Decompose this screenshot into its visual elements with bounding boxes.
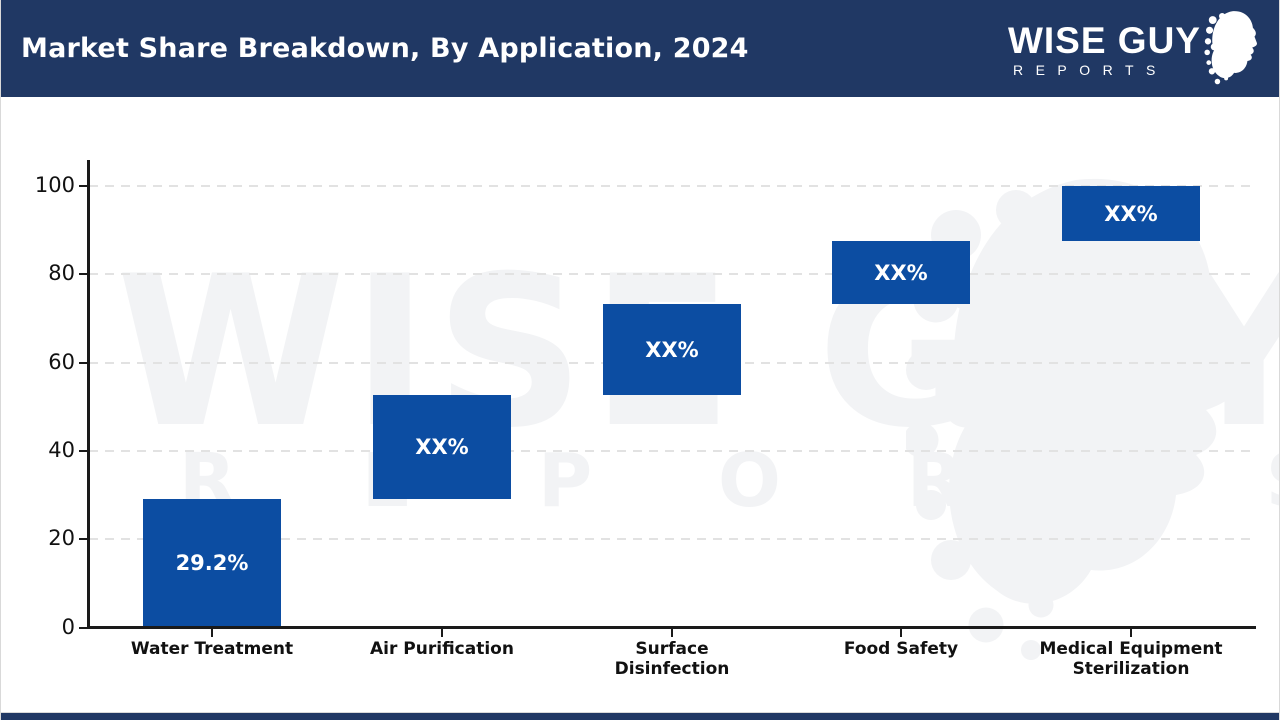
bar-value-label: XX% — [1104, 201, 1158, 226]
footer-bar — [1, 713, 1279, 720]
x-tick-mark-1 — [441, 629, 443, 637]
x-axis-label-4: Medical Equipment Sterilization — [1039, 639, 1223, 679]
y-tick-mark-40 — [79, 449, 87, 452]
bar-water-treatment: 29.2% — [143, 498, 281, 628]
x-axis-line — [87, 626, 1256, 629]
x-axis-label-0: Water Treatment — [130, 639, 294, 659]
y-tick-label-40: 40 — [48, 437, 75, 462]
y-tick-label-100: 100 — [34, 173, 75, 197]
logo-wiseguy-label: WISE GUY — [1007, 20, 1201, 61]
bar-food-safety: XX% — [832, 241, 970, 305]
x-tick-mark-3 — [900, 629, 902, 637]
y-tick-mark-0 — [79, 626, 87, 629]
logo-text: WISE GUY REPORTS — [1008, 21, 1201, 79]
logo-head-icon — [1204, 11, 1257, 85]
bar-air-purification: XX% — [373, 395, 511, 499]
y-tick-mark-60 — [79, 361, 87, 364]
x-axis-label-2: Surface Disinfection — [614, 639, 730, 679]
y-tick-label-20: 20 — [48, 526, 75, 551]
bar-surface-disinfection: XX% — [603, 304, 741, 396]
x-axis-label-1: Air Purification — [370, 639, 514, 659]
gridline-y-80 — [89, 273, 1256, 276]
header-bar: Market Share Breakdown, By Application, … — [1, 0, 1279, 97]
wiseguy-logo: WISE GUY REPORTS — [1008, 6, 1265, 94]
chart-title: Market Share Breakdown, By Application, … — [21, 33, 749, 64]
y-tick-label-80: 80 — [48, 261, 75, 286]
x-tick-mark-0 — [211, 629, 213, 637]
bar-medical-equipment-sterilization: XX% — [1062, 186, 1200, 242]
gridline-y-20 — [89, 538, 1256, 541]
x-tick-mark-2 — [671, 629, 673, 637]
gridline-y-100 — [89, 185, 1256, 187]
bar-value-label: XX% — [415, 434, 469, 459]
y-tick-label-60: 60 — [48, 349, 75, 374]
x-tick-mark-4 — [1130, 629, 1132, 637]
bar-value-label: XX% — [645, 337, 699, 362]
bar-value-label: 29.2% — [175, 551, 249, 576]
y-tick-mark-100 — [79, 185, 87, 187]
footer-hairline — [1, 712, 1279, 713]
y-axis-line — [87, 160, 90, 629]
x-axis-label-3: Food Safety — [843, 639, 959, 659]
bar-value-label: XX% — [874, 260, 928, 285]
logo-reports-label: REPORTS — [1012, 62, 1168, 78]
y-tick-mark-80 — [79, 273, 87, 276]
y-tick-mark-20 — [79, 538, 87, 541]
y-tick-label-0: 0 — [61, 614, 75, 639]
gridline-y-40 — [89, 449, 1256, 452]
